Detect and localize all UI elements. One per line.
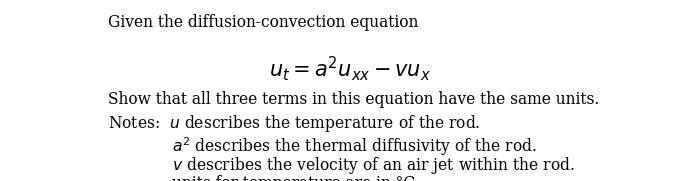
Text: Notes:  $u$ describes the temperature of the rod.: Notes: $u$ describes the temperature of … — [108, 113, 481, 134]
Text: $v$ describes the velocity of an air jet within the rod.: $v$ describes the velocity of an air jet… — [172, 155, 574, 176]
Text: $a^2$ describes the thermal diffusivity of the rod.: $a^2$ describes the thermal diffusivity … — [172, 135, 536, 157]
Text: Given the diffusion-convection equation: Given the diffusion-convection equation — [108, 14, 419, 31]
Text: Show that all three terms in this equation have the same units.: Show that all three terms in this equati… — [108, 90, 600, 108]
Text: $u_t = a^2u_{xx} - vu_x$: $u_t = a^2u_{xx} - vu_x$ — [269, 54, 431, 83]
Text: units for temperature are in °C.: units for temperature are in °C. — [172, 175, 419, 181]
